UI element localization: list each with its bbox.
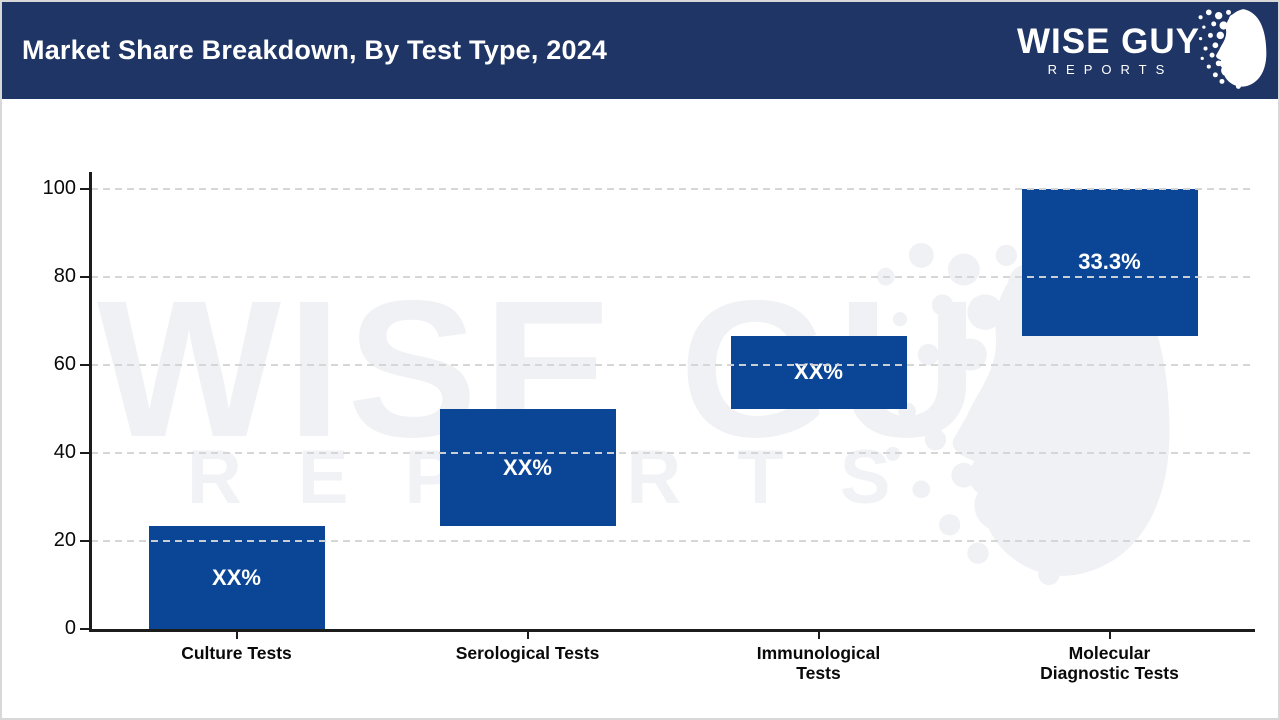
x-tick-label: Culture Tests: [181, 643, 292, 663]
x-tick-mark: [235, 631, 238, 639]
x-tick-mark: [817, 631, 820, 639]
bar-segment: 33.3%: [1021, 189, 1198, 336]
bar-segment: XX%: [730, 335, 907, 409]
wise-guy-reports-logo: WISE GUY REPORTS: [1017, 5, 1280, 97]
bar-segment: XX%: [148, 526, 325, 629]
gridline: [91, 540, 1255, 542]
x-axis: [89, 629, 1255, 632]
y-tick-label: 100: [42, 177, 76, 199]
header: Market Share Breakdown, By Test Type, 20…: [2, 2, 1280, 99]
x-tick-label: Immunological Tests: [756, 643, 881, 683]
gridline: [91, 276, 1255, 278]
x-tick-label: Serological Tests: [455, 643, 600, 663]
bar-value-label: XX%: [794, 359, 843, 385]
logo-face-icon: [1194, 5, 1268, 97]
y-tick-mark: [80, 188, 89, 190]
page-title: Market Share Breakdown, By Test Type, 20…: [22, 35, 608, 65]
y-tick-label: 20: [53, 529, 76, 551]
y-tick-label: 0: [64, 617, 76, 639]
logo-subtitle: REPORTS: [1047, 62, 1174, 77]
bar-value-label: 33.3%: [1078, 249, 1141, 275]
bar-value-label: XX%: [503, 454, 552, 480]
gridline: [91, 452, 1255, 454]
x-tick-mark: [526, 631, 529, 639]
logo-text: WISE GUY REPORTS: [1016, 22, 1200, 78]
gridline: [91, 364, 1255, 366]
bar-segment: XX%: [439, 409, 616, 527]
x-tick-label: Molecular Diagnostic Tests: [1040, 643, 1179, 683]
y-tick-mark: [80, 276, 89, 278]
y-tick-mark: [80, 628, 89, 630]
y-tick-mark: [80, 540, 89, 542]
x-tick-mark: [1108, 631, 1111, 639]
logo-wordmark: WISE GUY: [1016, 22, 1200, 61]
y-axis: [89, 172, 92, 632]
y-tick-label: 60: [53, 353, 76, 375]
y-tick-label: 80: [53, 265, 76, 287]
y-tick-mark: [80, 452, 89, 454]
gridline: [91, 188, 1255, 190]
bar-value-label: XX%: [212, 564, 261, 590]
y-tick-mark: [80, 364, 89, 366]
y-tick-label: 40: [53, 441, 76, 463]
